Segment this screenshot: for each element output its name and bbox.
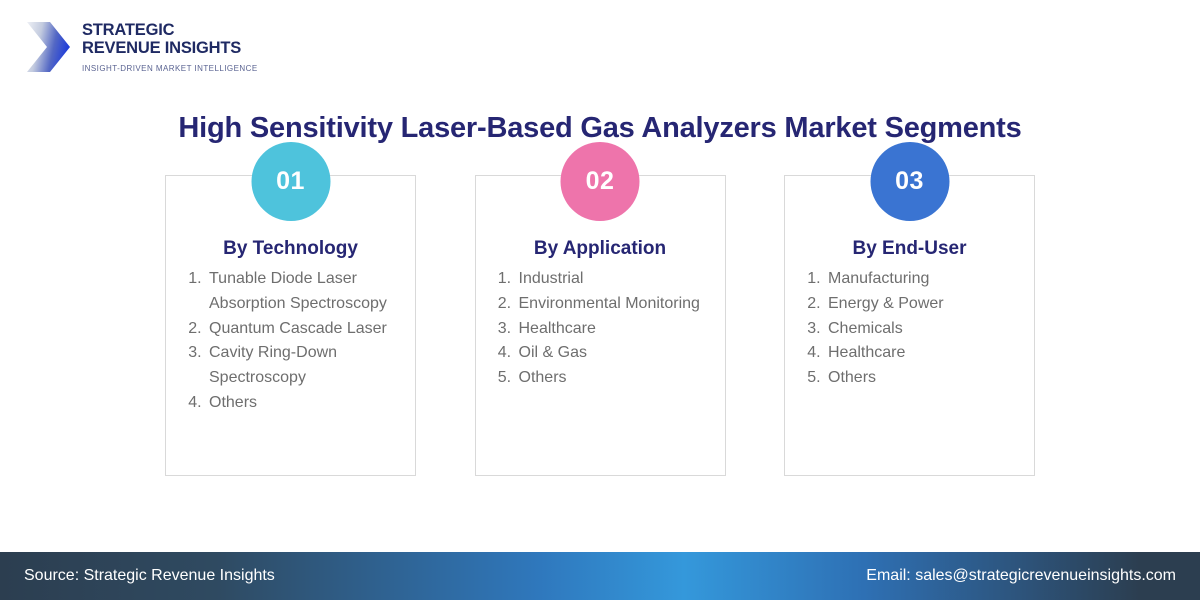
- footer-bar: Source: Strategic Revenue Insights Email…: [0, 552, 1200, 600]
- segment-heading-1: By Technology: [223, 238, 358, 259]
- list-item: Others: [206, 391, 401, 416]
- list-item: Environmental Monitoring: [516, 292, 711, 317]
- footer-email[interactable]: Email: sales@strategicrevenueinsights.co…: [866, 567, 1176, 584]
- segment-number-badge-3: 03: [870, 142, 949, 221]
- brand-name: STRATEGIC REVENUE INSIGHTS: [82, 21, 258, 58]
- list-item: Others: [516, 366, 711, 391]
- segment-number-badge-1: 01: [251, 142, 330, 221]
- list-item: Energy & Power: [825, 292, 1020, 317]
- footer-source: Source: Strategic Revenue Insights: [24, 567, 275, 584]
- brand-wordmark: STRATEGIC REVENUE INSIGHTS INSIGHT-DRIVE…: [82, 21, 258, 74]
- segment-list-1: Tunable Diode Laser Absorption Spectrosc…: [166, 267, 415, 430]
- brand-tagline: INSIGHT-DRIVEN MARKET INTELLIGENCE: [82, 64, 258, 74]
- segment-heading-3: By End-User: [852, 238, 967, 259]
- brand-name-line1: STRATEGIC: [82, 20, 175, 39]
- list-item: Chemicals: [825, 317, 1020, 342]
- list-item: Quantum Cascade Laser: [206, 317, 401, 342]
- list-item: Healthcare: [516, 317, 711, 342]
- list-item: Healthcare: [825, 341, 1020, 366]
- list-item: Manufacturing: [825, 267, 1020, 292]
- segment-card-1[interactable]: 01 By Technology Tunable Diode Laser Abs…: [165, 142, 416, 476]
- brand-name-line2: REVENUE INSIGHTS: [82, 39, 242, 57]
- segment-number-badge-2: 02: [560, 142, 640, 221]
- chevron-arrow-logo-icon: [20, 16, 76, 78]
- list-item: Industrial: [516, 267, 711, 292]
- list-item: Others: [825, 366, 1020, 391]
- page-title: High Sensitivity Laser-Based Gas Analyze…: [178, 112, 1022, 145]
- list-item: Tunable Diode Laser Absorption Spectrosc…: [206, 267, 401, 317]
- segment-heading-2: By Application: [533, 238, 667, 259]
- list-item: Cavity Ring-Down Spectroscopy: [206, 341, 401, 391]
- brand-logo: STRATEGIC REVENUE INSIGHTS INSIGHT-DRIVE…: [20, 16, 258, 78]
- segment-list-3: Manufacturing Energy & Power Chemicals H…: [785, 267, 1034, 405]
- segments-container: 01 By Technology Tunable Diode Laser Abs…: [165, 142, 1035, 476]
- segment-card-2[interactable]: 02 By Application Industrial Environment…: [474, 142, 726, 476]
- segment-card-3[interactable]: 03 By End-User Manufacturing Energy & Po…: [784, 142, 1035, 476]
- segment-list-2: Industrial Environmental Monitoring Heal…: [476, 267, 725, 405]
- list-item: Oil & Gas: [516, 341, 711, 366]
